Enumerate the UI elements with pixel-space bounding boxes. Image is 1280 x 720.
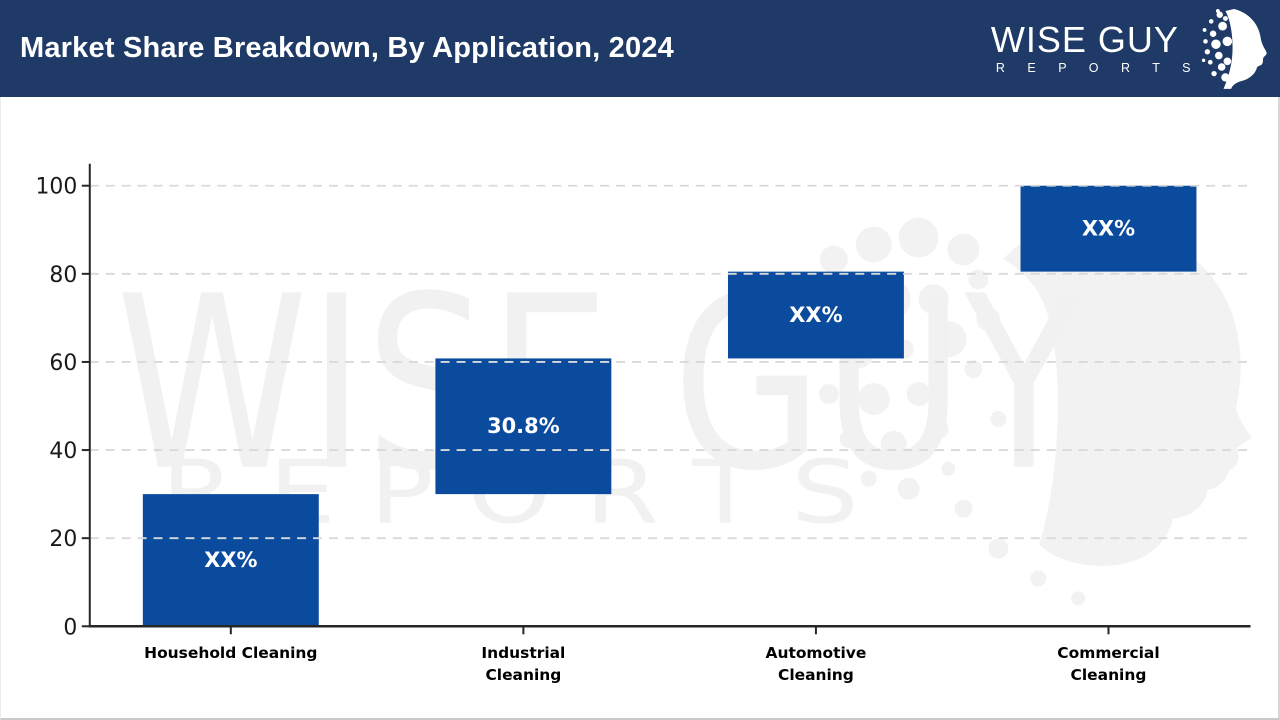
bar-household-cleaning <box>142 494 319 627</box>
plot-area: XX% 30.8% XX% XX% 0 20 40 60 80 100 Household Clea… <box>35 163 1251 684</box>
header-bar: Market Share Breakdown, By Application, … <box>0 0 1280 97</box>
bar-value-label-automotive-cleaning: XX% <box>789 303 842 327</box>
bar-value-label-household-cleaning: XX% <box>204 548 257 572</box>
wiseguy-logo: WISE GUY R E P O R T S <box>991 6 1272 90</box>
y-tick-label-60: 60 <box>49 351 77 376</box>
bar-value-label-commercial-cleaning: XX% <box>1082 217 1135 241</box>
y-tick-label-40: 40 <box>49 439 77 464</box>
logo-subtext: R E P O R T S <box>995 60 1200 75</box>
bar-automotive-cleaning <box>727 271 904 359</box>
logo-head-icon <box>1201 9 1267 89</box>
y-tick-label-0: 0 <box>63 615 77 640</box>
logo-text: WISE GUY R E P O R T S <box>990 18 1200 75</box>
bar-value-label-industrial-cleaning: 30.8% <box>487 414 560 438</box>
y-tick-label-100: 100 <box>35 175 77 200</box>
chart-canvas: WISE GUY R E P O R T S XX%30.8%XX%XX%020… <box>0 97 1280 720</box>
category-label-automotive-cleaning: Automotive Cleaning <box>766 644 867 684</box>
y-tick-label-80: 80 <box>49 263 77 288</box>
category-label-commercial-cleaning: Commercial Cleaning <box>1057 644 1159 684</box>
y-tick-label-20: 20 <box>49 527 77 552</box>
category-label-household-cleaning: Household Cleaning <box>144 644 317 662</box>
bar-industrial-cleaning <box>435 358 612 495</box>
category-label-industrial-cleaning: Industrial Cleaning <box>481 644 565 684</box>
logo-wordmark: WISE GUY <box>990 18 1179 60</box>
chart-title: Market Share Breakdown, By Application, … <box>20 32 674 64</box>
bar-commercial-cleaning <box>1020 185 1197 272</box>
